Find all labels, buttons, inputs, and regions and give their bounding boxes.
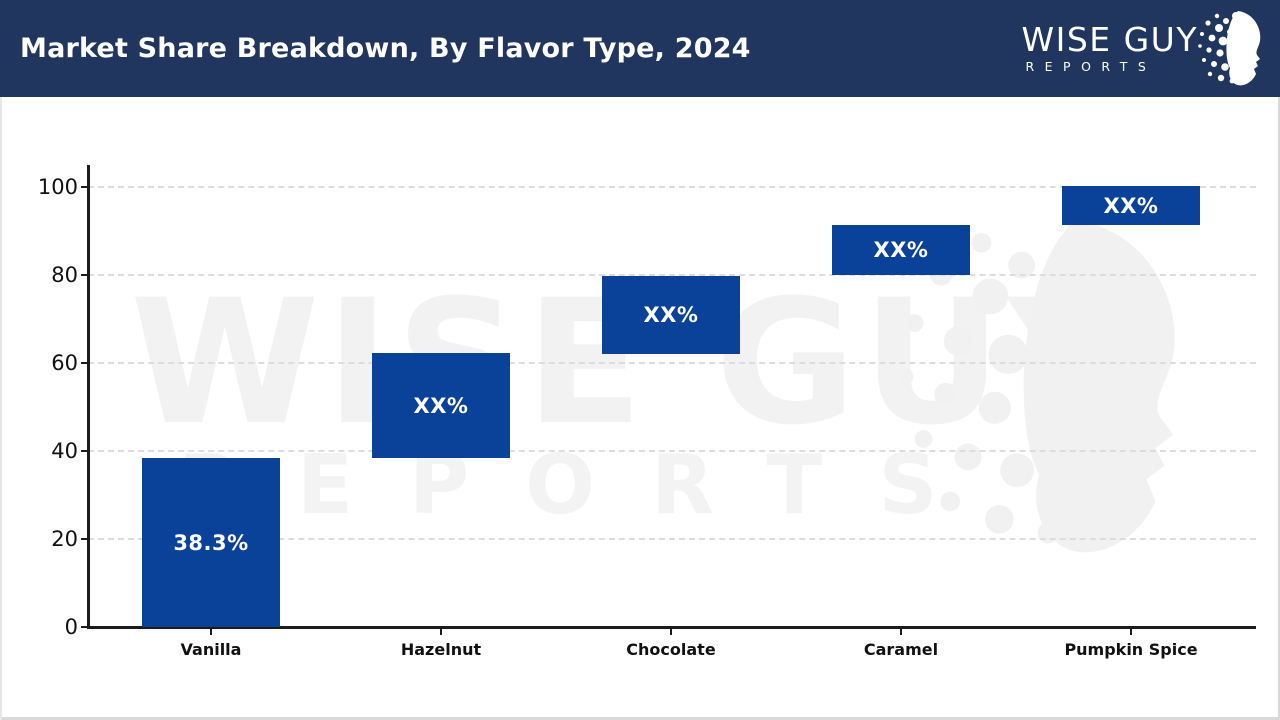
y-tick-label-100: 100 xyxy=(37,175,78,199)
category-label-vanilla: Vanilla xyxy=(180,640,242,659)
y-tick-mark-100 xyxy=(81,186,88,188)
page-bottom-border xyxy=(0,717,1280,720)
bar-value-label: XX% xyxy=(413,393,469,418)
gridline-40 xyxy=(88,450,1256,452)
bar-value-label: XX% xyxy=(873,238,929,263)
brand-logo: WISE GUY REPORTS xyxy=(1021,8,1266,90)
category-label-chocolate: Chocolate xyxy=(626,640,716,659)
page-left-border xyxy=(0,97,2,720)
chart-title: Market Share Breakdown, By Flavor Type, … xyxy=(20,33,751,64)
logo-wiseguy-text: WISE GUY xyxy=(1021,20,1198,59)
bar-pumpkin-spice: XX% xyxy=(1062,186,1200,226)
bar-hazelnut: XX% xyxy=(372,352,510,459)
gridline-60 xyxy=(88,362,1256,364)
bar-chocolate: XX% xyxy=(602,275,740,355)
gridline-20 xyxy=(88,538,1256,540)
y-tick-label-0: 0 xyxy=(64,615,78,639)
x-tick-mark-2 xyxy=(440,628,442,635)
bar-caramel: XX% xyxy=(832,225,970,275)
y-tick-label-40: 40 xyxy=(51,439,78,463)
y-tick-label-20: 20 xyxy=(51,527,78,551)
y-tick-mark-0 xyxy=(81,626,88,628)
y-tick-mark-40 xyxy=(81,450,88,452)
bar-value-label: 38.3% xyxy=(173,530,249,555)
logo-text: WISE GUY REPORTS xyxy=(1021,23,1198,74)
bar-vanilla: 38.3% xyxy=(142,458,280,627)
y-tick-mark-60 xyxy=(81,362,88,364)
y-tick-label-60: 60 xyxy=(51,351,78,375)
x-tick-mark-1 xyxy=(210,628,212,635)
bar-value-label: XX% xyxy=(1103,193,1159,218)
y-tick-label-80: 80 xyxy=(51,263,78,287)
y-tick-mark-20 xyxy=(81,538,88,540)
x-tick-mark-5 xyxy=(1130,628,1132,635)
x-tick-mark-4 xyxy=(900,628,902,635)
x-tick-mark-3 xyxy=(670,628,672,635)
category-label-caramel: Caramel xyxy=(863,640,939,659)
logo-head-icon xyxy=(1198,10,1261,85)
watermark-reports-text: REPORTS xyxy=(178,438,994,533)
gridline-100 xyxy=(88,186,1256,188)
gridline-80 xyxy=(88,274,1256,276)
category-label-hazelnut: Hazelnut xyxy=(400,640,482,659)
page-right-border xyxy=(1278,97,1280,720)
category-label-pumpkin-spice: Pumpkin Spice xyxy=(1064,640,1198,659)
bar-value-label: XX% xyxy=(643,303,699,328)
header: Market Share Breakdown, By Flavor Type, … xyxy=(0,0,1280,97)
y-tick-mark-80 xyxy=(81,274,88,276)
logo-reports-text: REPORTS xyxy=(1025,59,1157,74)
x-axis xyxy=(87,626,1256,629)
y-axis xyxy=(87,165,90,629)
